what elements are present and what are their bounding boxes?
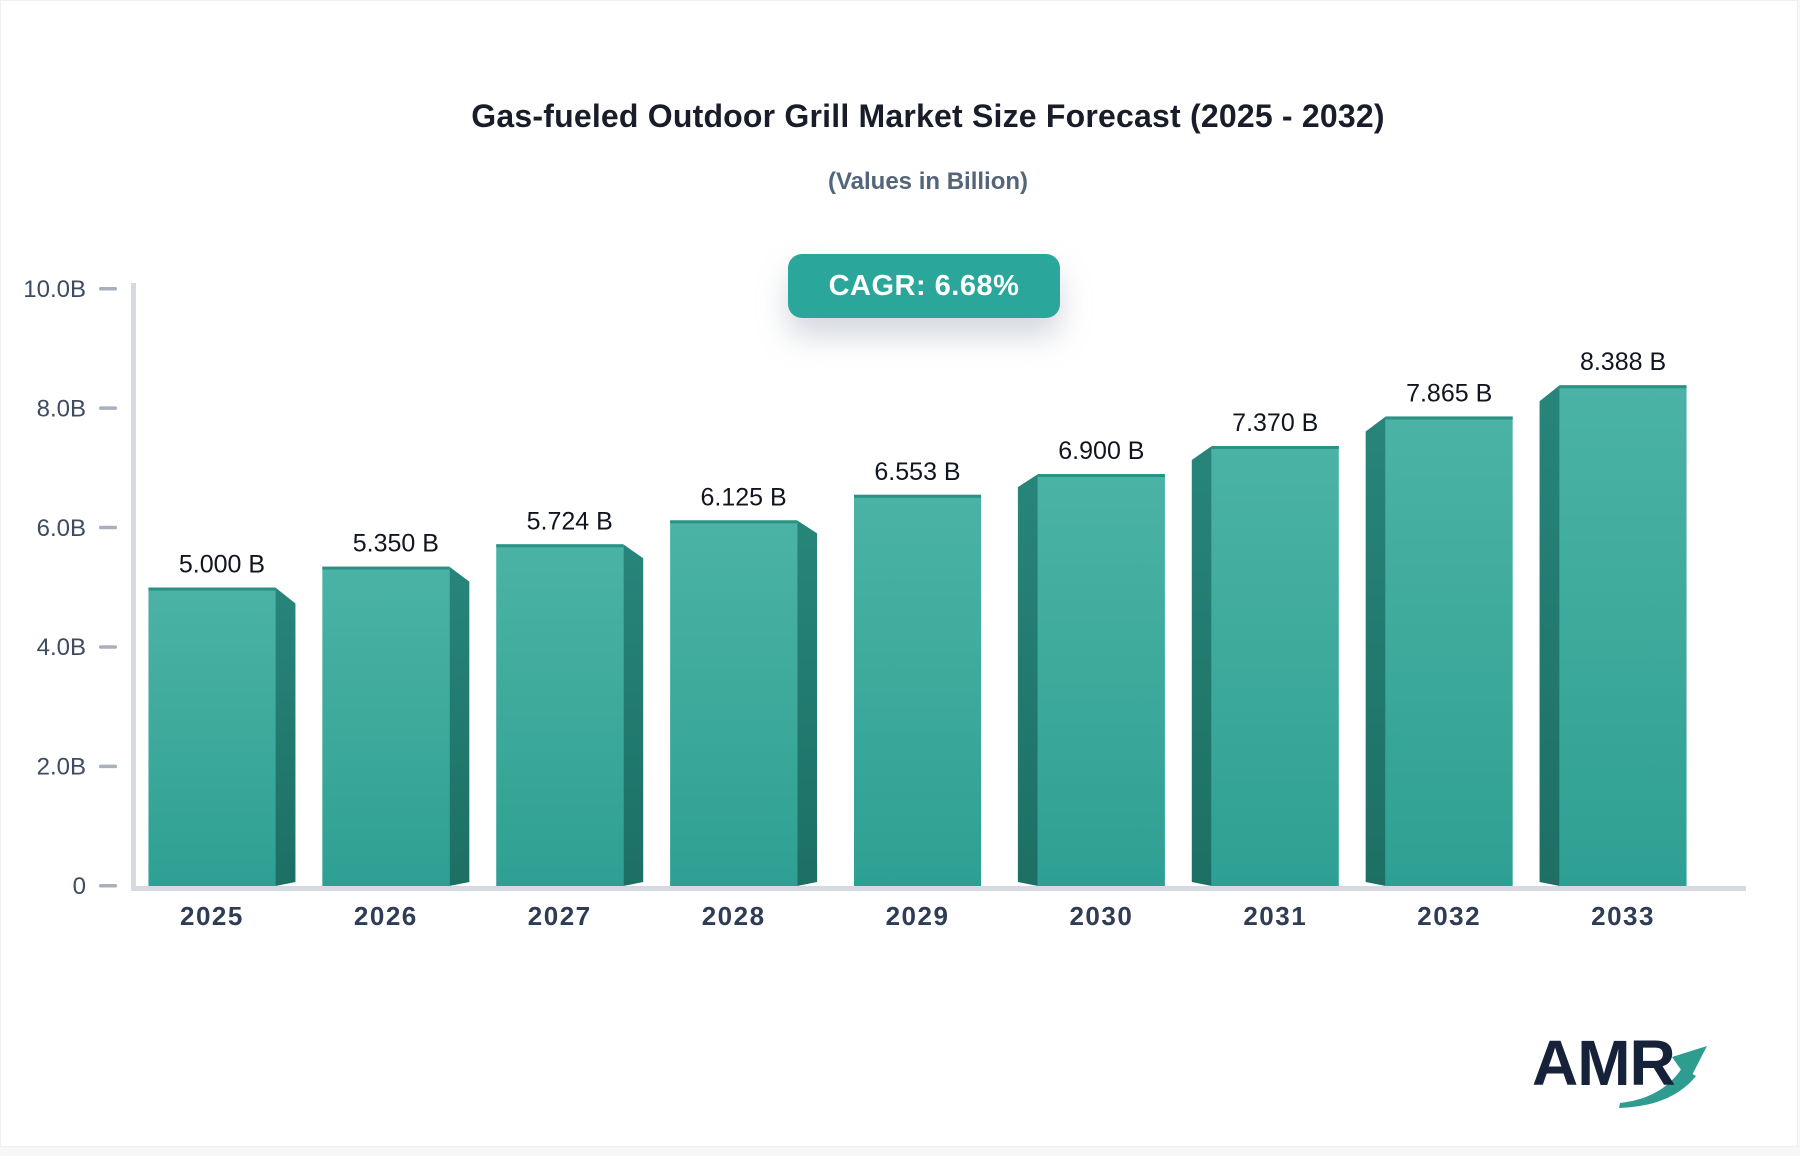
bar-2027 — [496, 544, 624, 886]
bar-2032 — [1385, 416, 1513, 886]
y-axis-tick-label: 4.0B — [37, 634, 86, 661]
x-axis-label-2026: 2026 — [354, 901, 418, 931]
bar-2025 — [148, 587, 276, 886]
y-axis-tick — [99, 884, 117, 888]
bar-side-2025 — [275, 587, 296, 886]
x-axis-label-2032: 2032 — [1417, 901, 1481, 931]
bar-side-2031 — [1191, 446, 1212, 886]
bar-top-edge-2027 — [496, 544, 624, 548]
bar-value-label: 5.724 B — [527, 507, 613, 535]
bar-2031 — [1211, 446, 1339, 886]
bar-2029 — [854, 494, 981, 886]
cagr-badge: CAGR: 6.68% — [788, 254, 1060, 318]
bar-top-edge-2026 — [322, 566, 450, 570]
growth-arrow-head — [1672, 1046, 1707, 1081]
y-axis-line — [131, 283, 136, 891]
bar-value-label: 6.553 B — [874, 458, 960, 486]
y-axis-tick-label: 6.0B — [37, 515, 86, 542]
x-axis-label-2025: 2025 — [180, 901, 244, 931]
bar-2030 — [1037, 474, 1165, 886]
x-axis-label-2030: 2030 — [1069, 901, 1133, 931]
y-axis-tick — [99, 287, 117, 291]
x-axis-label-2031: 2031 — [1243, 901, 1307, 931]
y-axis-tick-label: 8.0B — [37, 395, 86, 422]
x-axis-label-2027: 2027 — [528, 901, 592, 931]
bar-side-2030 — [1017, 474, 1038, 886]
bar-2026 — [322, 566, 450, 886]
amr-logo-text: AMR — [1532, 1027, 1676, 1099]
amr-logo: AMR — [1528, 1030, 1728, 1120]
y-axis-tick — [99, 645, 117, 649]
bar-top-edge-2029 — [854, 494, 981, 498]
bar-side-2028 — [797, 520, 818, 886]
bar-side-2026 — [449, 566, 470, 886]
x-axis-label-2028: 2028 — [702, 901, 766, 931]
bar-side-2027 — [623, 544, 644, 886]
y-axis-tick-label: 2.0B — [37, 754, 86, 781]
bar-value-label: 7.865 B — [1406, 379, 1492, 407]
bar-value-label: 6.900 B — [1058, 437, 1144, 465]
y-axis-tick — [99, 764, 117, 769]
y-axis-tick-label: 0 — [73, 873, 86, 900]
bar-top-edge-2033 — [1559, 385, 1687, 389]
bar-value-label: 7.370 B — [1232, 409, 1318, 437]
chart-title: Gas-fueled Outdoor Grill Market Size For… — [471, 98, 1385, 134]
x-axis-line — [131, 886, 1746, 891]
bar-2033 — [1559, 385, 1687, 886]
bar-value-label: 5.350 B — [353, 530, 439, 558]
bar-value-label: 5.000 B — [179, 551, 265, 579]
chart-subtitle: (Values in Billion) — [827, 168, 1029, 195]
bar-top-edge-2030 — [1037, 474, 1165, 478]
bar-value-label: 6.125 B — [701, 483, 787, 511]
bar-value-label: 8.388 B — [1580, 348, 1666, 376]
y-axis-tick — [99, 525, 117, 530]
bar-top-edge-2031 — [1211, 446, 1339, 450]
growth-arrow-swoosh — [1619, 1068, 1696, 1108]
bar-side-2032 — [1365, 416, 1386, 886]
y-axis-tick — [99, 406, 117, 410]
bar-top-edge-2025 — [148, 587, 276, 591]
x-axis-label-2029: 2029 — [886, 901, 950, 931]
bar-top-edge-2032 — [1385, 416, 1513, 420]
cagr-badge-label: CAGR: 6.68% — [828, 269, 1020, 302]
growth-arrow-icon — [1619, 1046, 1707, 1108]
x-axis-label-2033: 2033 — [1591, 901, 1655, 931]
bar-2028 — [670, 520, 798, 886]
bar-side-2033 — [1539, 385, 1560, 886]
bar-top-edge-2028 — [670, 520, 798, 524]
y-axis-tick-label: 10.0B — [23, 276, 86, 303]
